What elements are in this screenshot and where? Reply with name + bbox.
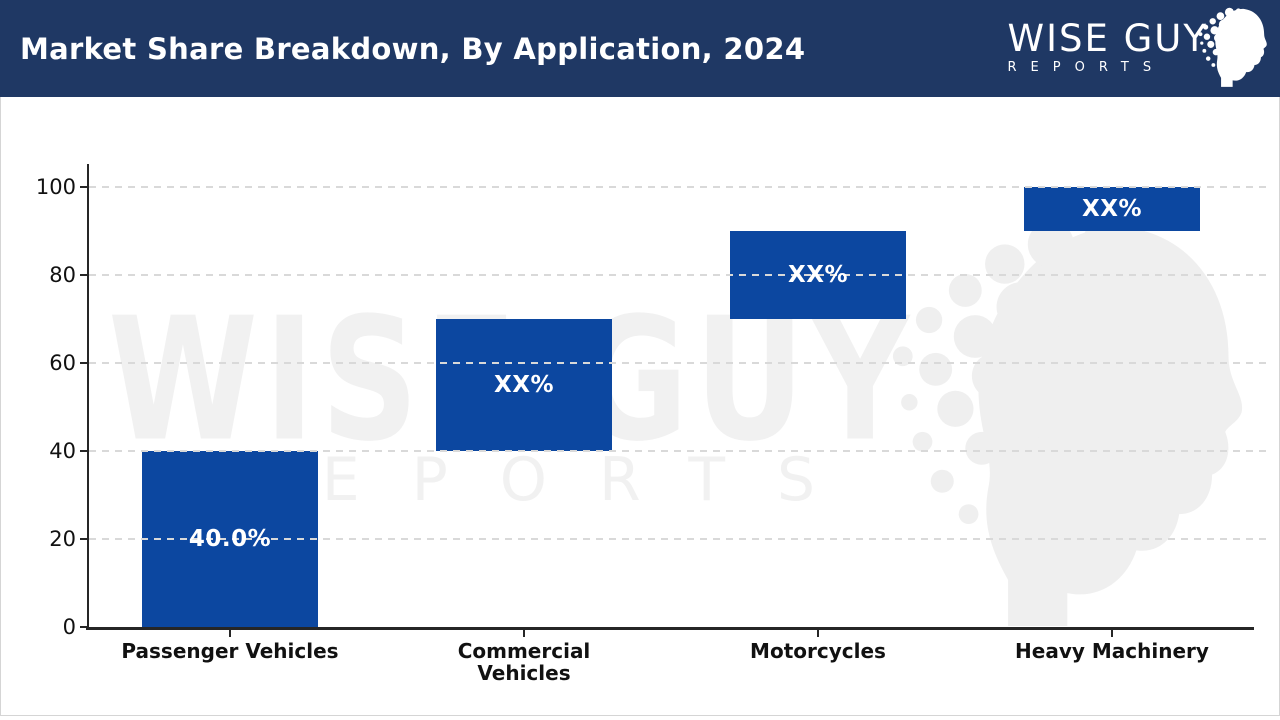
logo-reports: REPORTS [1007, 60, 1166, 76]
x-tick-mark [523, 630, 525, 637]
gridline [89, 450, 1266, 452]
x-axis-label: Commercial Vehicles [457, 639, 591, 685]
watermark-head-icon [892, 221, 1243, 626]
page-title: Market Share Breakdown, By Application, … [20, 31, 806, 66]
y-axis-line [87, 164, 89, 630]
x-axis-line [86, 627, 1254, 630]
gridline [89, 362, 1266, 364]
y-tick-label: 80 [49, 263, 76, 287]
y-tick-label: 100 [35, 175, 76, 199]
bar-segment [436, 319, 612, 451]
logo-wordmark: WISE GUY [1007, 16, 1208, 60]
logo-head-icon [1198, 7, 1267, 87]
bar-value-label: XX% [493, 372, 554, 398]
y-tick-label: 40 [49, 439, 76, 463]
x-tick-mark [1111, 630, 1113, 637]
header-bar: Market Share Breakdown, By Application, … [0, 0, 1280, 97]
bar-value-label: XX% [1081, 196, 1142, 222]
x-axis-label: Heavy Machinery [1015, 639, 1209, 663]
y-tick-mark [80, 362, 88, 364]
watermark-reports: REPORTS [228, 445, 868, 515]
logo-text: WISE GUY REPORTS [1007, 16, 1208, 76]
y-tick-label: 0 [62, 615, 76, 639]
gridline [89, 186, 1266, 188]
y-tick-mark [80, 450, 88, 452]
y-tick-mark [80, 538, 88, 540]
x-axis-label: Motorcycles [750, 639, 886, 663]
x-tick-mark [817, 630, 819, 637]
x-axis-label: Passenger Vehicles [121, 639, 339, 663]
bar-value-label: 40.0% [188, 526, 272, 552]
gridline [89, 274, 1266, 276]
y-tick-mark [80, 626, 88, 628]
y-tick-mark [80, 274, 88, 276]
brand-logo: WISE GUY REPORTS [1008, 6, 1268, 88]
x-tick-mark [229, 630, 231, 637]
y-tick-label: 20 [49, 527, 76, 551]
bar-segment [1024, 187, 1200, 231]
bar-value-label: XX% [787, 262, 848, 288]
y-tick-mark [80, 186, 88, 188]
y-tick-label: 60 [49, 351, 76, 375]
gridline [89, 538, 1266, 540]
